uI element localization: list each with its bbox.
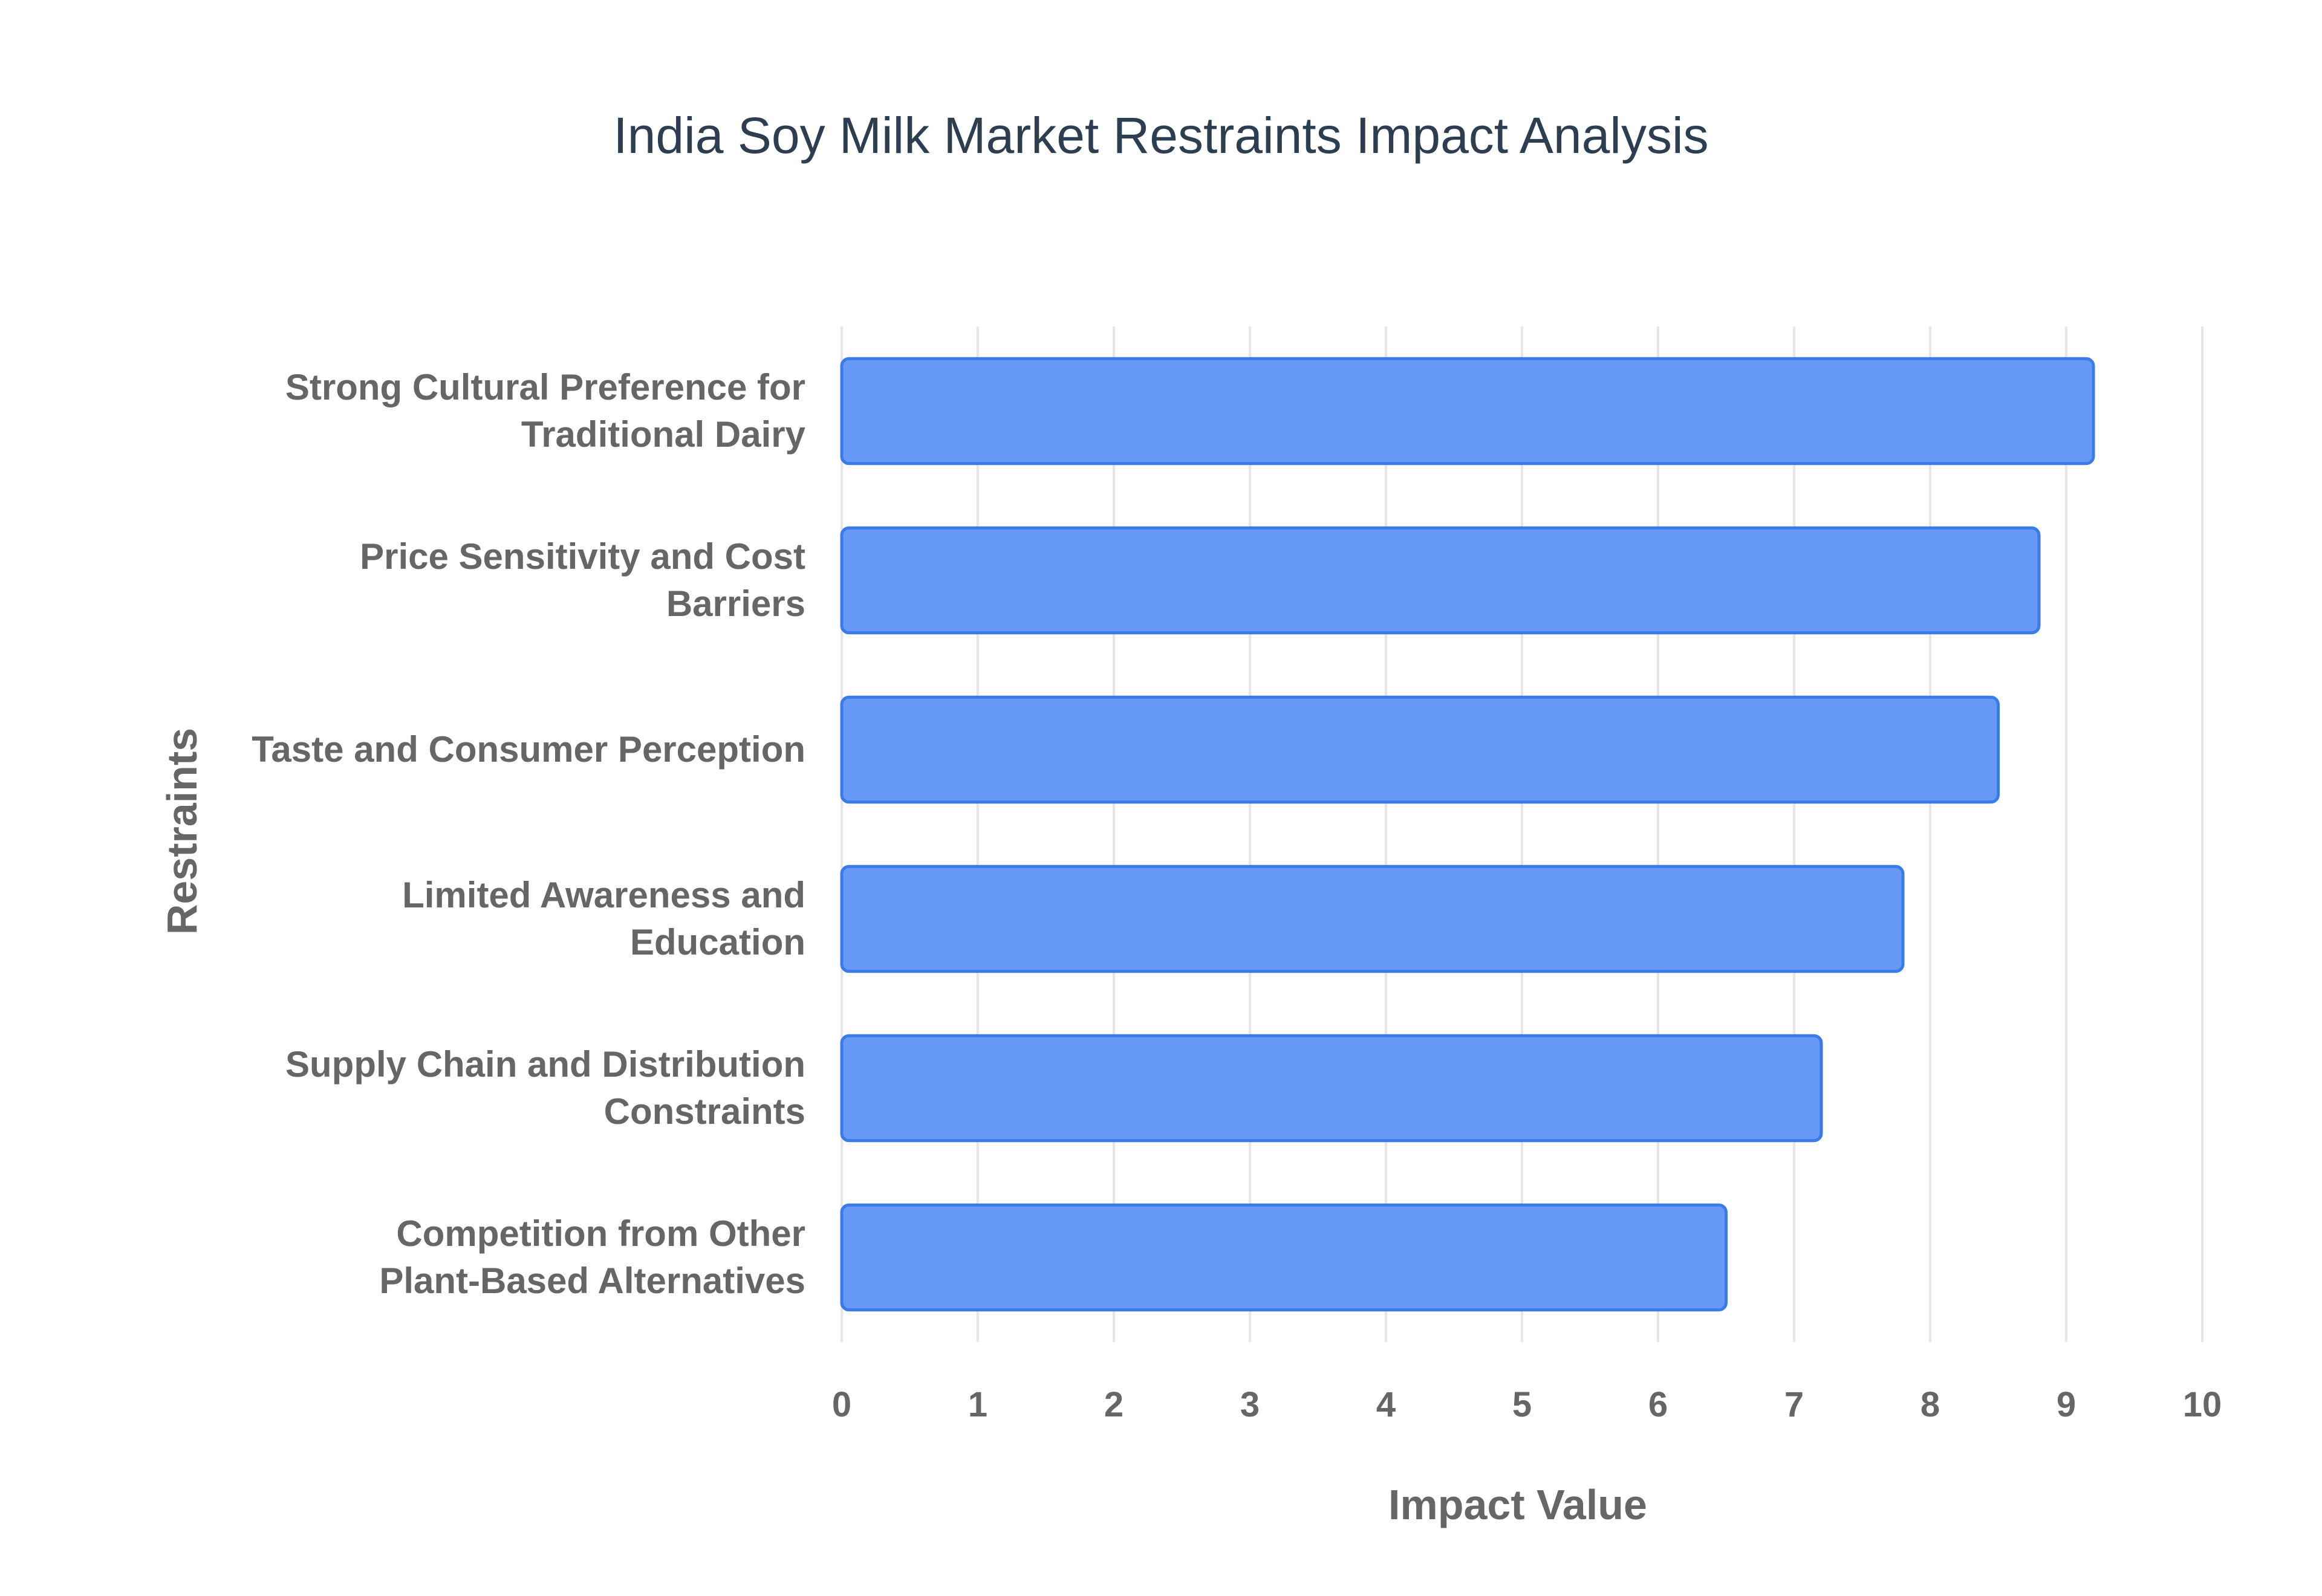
y-category-label-line: Taste and Consumer Perception — [252, 729, 805, 770]
y-category-label-line: Education — [630, 922, 805, 962]
x-tick-label: 0 — [832, 1385, 851, 1424]
y-category-label-line: Price Sensitivity and Cost — [360, 536, 805, 577]
x-axis-title: Impact Value — [1388, 1481, 1647, 1528]
x-tick-label: 4 — [1376, 1385, 1396, 1424]
x-tick-label: 6 — [1648, 1385, 1668, 1424]
y-category-label-line: Traditional Dairy — [521, 414, 806, 455]
chart-title: India Soy Milk Market Restraints Impact … — [613, 107, 1708, 164]
x-tick-label: 1 — [968, 1385, 987, 1424]
y-category-label: Supply Chain and Distribution Constraints — [285, 1044, 805, 1132]
y-category-label-line: Barriers — [666, 583, 805, 624]
x-axis-ticks: 0 1 2 3 4 5 6 7 8 9 10 — [832, 1385, 2222, 1424]
bars — [840, 357, 2095, 1312]
x-tick-label: 8 — [1920, 1385, 1940, 1424]
y-category-label-line: Plant-Based Alternatives — [379, 1260, 805, 1301]
y-category-label-line: Supply Chain and Distribution — [285, 1044, 805, 1085]
x-tick-label: 5 — [1512, 1385, 1532, 1424]
x-tick-label: 9 — [2057, 1385, 2076, 1424]
y-category-label-line: Strong Cultural Preference for — [285, 367, 805, 407]
bar[interactable] — [840, 1034, 1823, 1143]
x-tick-label: 3 — [1240, 1385, 1260, 1424]
y-category-label-line: Competition from Other — [396, 1213, 805, 1254]
bar[interactable] — [840, 864, 1905, 973]
y-category-label: Taste and Consumer Perception — [252, 729, 805, 770]
y-category-label: Competition from Other Plant-Based Altern… — [379, 1213, 805, 1301]
y-category-label-line: Limited Awareness and — [402, 875, 805, 915]
y-category-label: Limited Awareness and Education — [402, 875, 805, 962]
grid-lines — [841, 326, 2203, 1342]
category-labels: Strong Cultural Preference for Traditiona… — [252, 367, 805, 1301]
y-axis-title: Restraints — [158, 728, 206, 935]
y-category-label: Price Sensitivity and Cost Barriers — [360, 536, 805, 624]
bar[interactable] — [840, 1203, 1728, 1312]
x-tick-label: 10 — [2183, 1385, 2222, 1424]
bar[interactable] — [840, 526, 2041, 635]
x-tick-label: 7 — [1784, 1385, 1804, 1424]
bar[interactable] — [840, 357, 2095, 465]
x-tick-label: 2 — [1104, 1385, 1124, 1424]
y-category-label: Strong Cultural Preference for Traditiona… — [285, 367, 806, 455]
y-category-label-line: Constraints — [604, 1091, 805, 1132]
bar[interactable] — [840, 695, 2000, 804]
